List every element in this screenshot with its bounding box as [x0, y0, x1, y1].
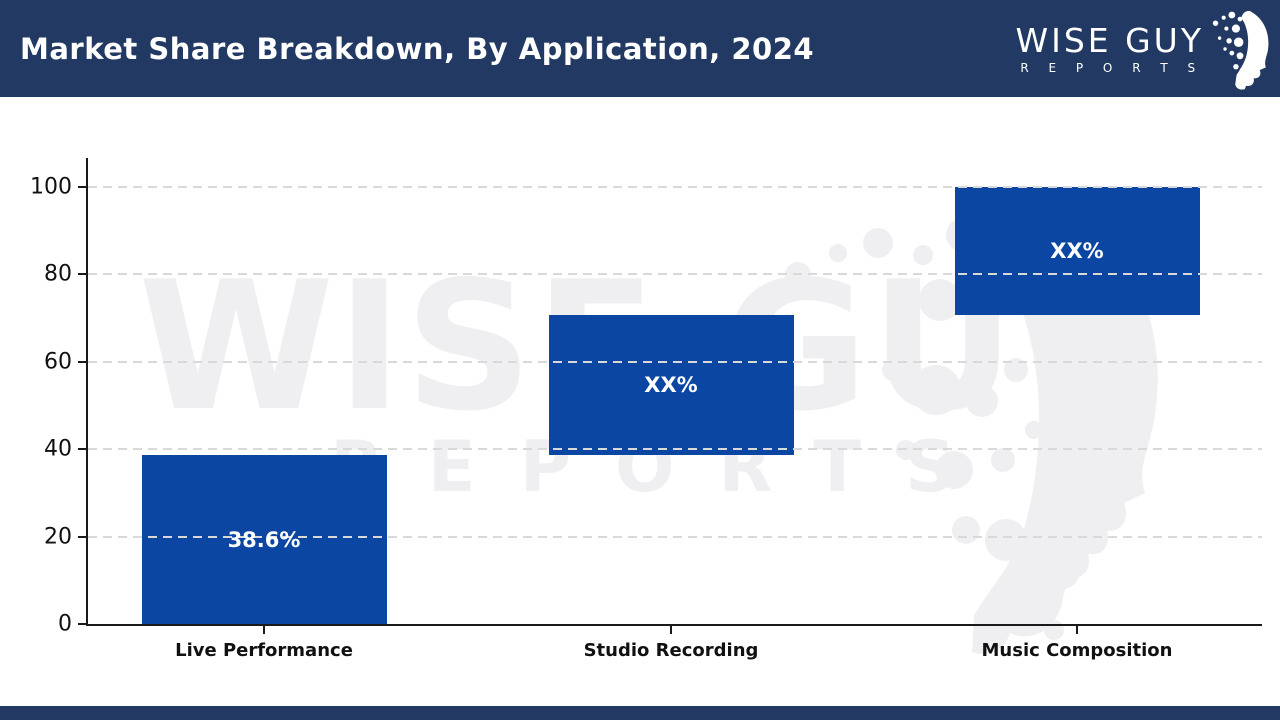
- x-category-label: Studio Recording: [583, 640, 759, 661]
- y-axis-line: [86, 158, 88, 626]
- y-tick-mark: [78, 535, 86, 538]
- y-tick-label: 20: [44, 524, 72, 550]
- gridline: [88, 448, 1262, 451]
- y-tick-mark: [78, 186, 86, 188]
- y-tick-label: 60: [44, 349, 72, 375]
- bar-value-label: XX%: [644, 373, 698, 398]
- y-tick-mark: [78, 360, 86, 363]
- bar-live-performance: [141, 455, 387, 624]
- x-tick-mark: [1076, 626, 1078, 634]
- bar-studio-recording: [548, 315, 794, 456]
- x-tick-mark: [670, 626, 672, 634]
- chart-title: Market Share Breakdown, By Application, …: [20, 31, 815, 66]
- gridline: [88, 186, 1262, 188]
- x-axis-line: [86, 624, 1262, 626]
- brand-logo-wordmark: WISE GUY: [1015, 21, 1204, 60]
- x-category-label: Music Composition: [981, 640, 1173, 661]
- gridline: [88, 273, 1262, 276]
- brand-logo-subtext: R E P O R T S: [1020, 61, 1204, 75]
- y-tick-mark: [78, 448, 86, 451]
- y-tick-mark: [78, 623, 86, 625]
- bar-value-label: XX%: [1050, 239, 1104, 264]
- bar-value-label: 38.6%: [227, 527, 301, 552]
- gridline: [88, 360, 1262, 363]
- y-tick-label: 100: [30, 174, 72, 200]
- y-tick-label: 80: [44, 261, 72, 287]
- y-tick-label: 40: [44, 436, 72, 462]
- gridline: [88, 535, 1262, 538]
- y-tick-mark: [78, 273, 86, 276]
- x-tick-mark: [263, 626, 265, 634]
- x-category-label: Live Performance: [175, 640, 353, 661]
- footer-bar: [0, 706, 1280, 720]
- y-tick-label: 0: [58, 611, 72, 637]
- brand-logo: WISE GUY R E P O R T S: [1015, 24, 1204, 75]
- brand-logo-face-icon: [1212, 10, 1269, 90]
- bar-music-composition: [954, 187, 1200, 316]
- header-bar: Market Share Breakdown, By Application, …: [0, 0, 1280, 97]
